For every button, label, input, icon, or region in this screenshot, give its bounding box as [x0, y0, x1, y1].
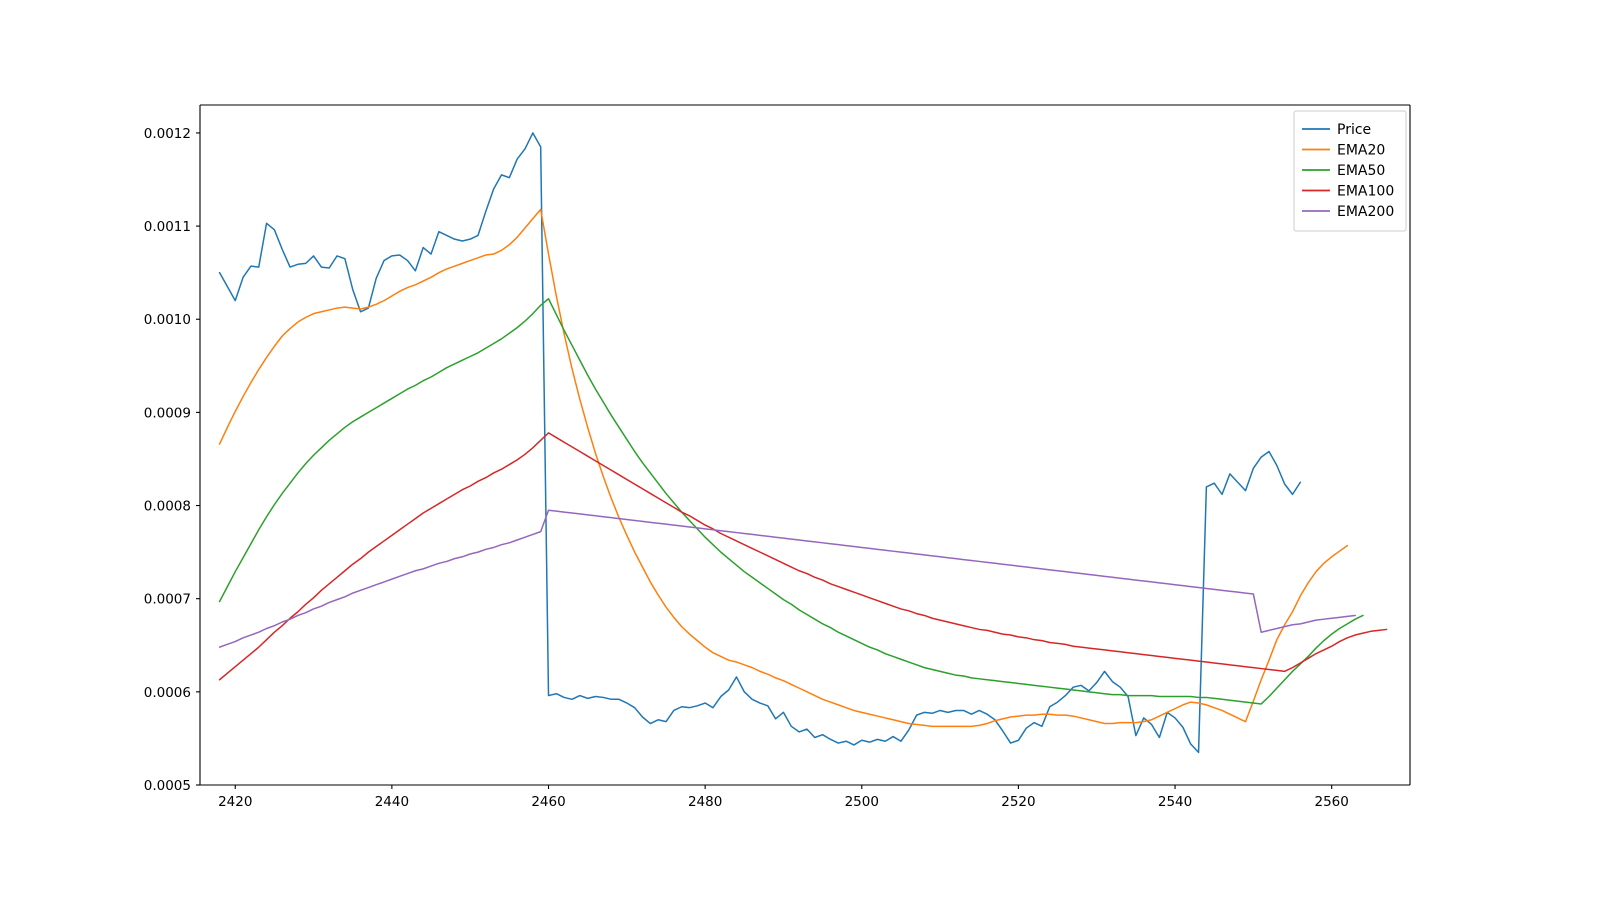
y-tick-label: 0.0010 [144, 312, 191, 328]
legend-label-ema20: EMA20 [1337, 143, 1385, 159]
x-tick-label: 2540 [1158, 794, 1192, 810]
legend-label-price: Price [1337, 122, 1371, 138]
y-tick-label: 0.0011 [144, 219, 191, 235]
y-tick-label: 0.0012 [144, 126, 191, 142]
legend-label-ema200: EMA200 [1337, 204, 1394, 220]
x-tick-label: 2420 [218, 794, 252, 810]
y-tick-label: 0.0007 [144, 592, 191, 608]
x-tick-label: 2500 [845, 794, 879, 810]
y-tick-label: 0.0005 [144, 778, 191, 794]
axes: 0.0005 0.0006 0.0007 0.0008 0.0009 0.0010 0.00… [144, 104, 1411, 810]
x-tick-label: 2460 [531, 794, 565, 810]
series-line-price [218, 132, 1302, 754]
x-tick-label: 2560 [1315, 794, 1349, 810]
legend-label-ema100: EMA100 [1337, 184, 1394, 200]
legend-box [1293, 110, 1407, 232]
y-tick-label: 0.0009 [144, 405, 191, 421]
series-line-ema50 [218, 298, 1364, 705]
series-line-ema20 [218, 208, 1349, 728]
x-tick-label: 2440 [375, 794, 409, 810]
x-tick-label: 2480 [688, 794, 722, 810]
y-tick-label: 0.0008 [144, 499, 191, 515]
series-line-ema100 [218, 432, 1388, 681]
y-tick-label: 0.0006 [144, 685, 191, 701]
legend-label-ema50: EMA50 [1337, 163, 1385, 179]
series-lines [218, 132, 1388, 754]
chart-legend[interactable]: Price EMA20 EMA50 EMA100 EMA200 [1293, 110, 1407, 232]
series-line-ema200 [218, 509, 1356, 648]
x-tick-label: 2520 [1001, 794, 1035, 810]
